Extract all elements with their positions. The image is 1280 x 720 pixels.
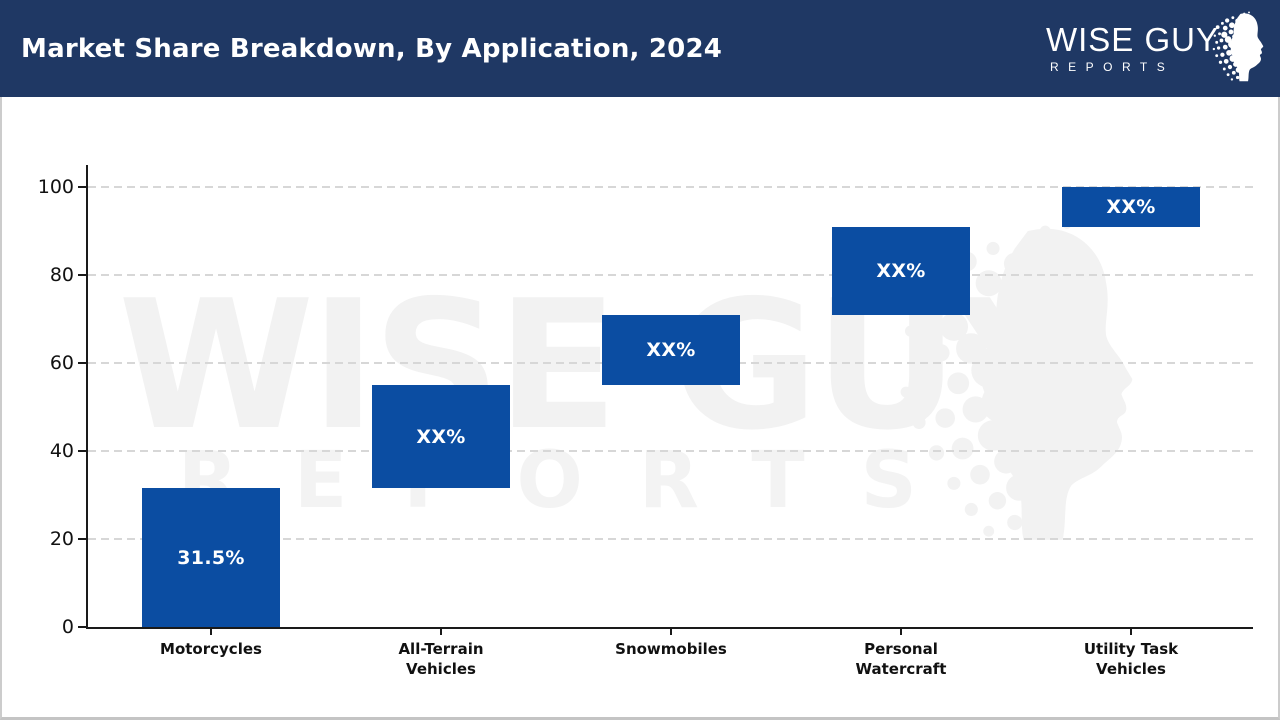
logo-text: WISE GUY REPORTS <box>1045 21 1219 75</box>
x-tick-mark <box>900 629 902 635</box>
x-tick-mark <box>440 629 442 635</box>
logo-subtitle: REPORTS <box>1049 60 1175 74</box>
gridline <box>88 538 1253 540</box>
chart-title: Market Share Breakdown, By Application, … <box>21 33 723 64</box>
y-tick-label: 0 <box>61 616 74 638</box>
y-tick-mark <box>78 450 86 452</box>
x-tick-mark <box>670 629 672 635</box>
x-tick-label: Snowmobiles <box>615 640 727 658</box>
bar-personal: XX% <box>832 226 970 315</box>
y-tick-mark <box>78 274 86 276</box>
y-tick-label: 20 <box>49 528 74 550</box>
y-tick-label: 60 <box>49 352 74 374</box>
bar-utility-task: XX% <box>1062 187 1200 227</box>
gridline <box>88 186 1253 188</box>
x-tick-mark <box>1130 629 1132 635</box>
y-tick-label: 80 <box>49 264 74 286</box>
x-tick-label: Motorcycles <box>160 640 262 658</box>
y-tick-mark <box>78 362 86 364</box>
x-axis-line <box>86 627 1253 629</box>
y-tick-label: 40 <box>49 440 74 462</box>
gridline <box>88 274 1253 276</box>
y-tick-mark <box>78 186 86 188</box>
bar-value-label: XX% <box>416 425 466 448</box>
chart-canvas: WISE GUY REPORTS 0 20 40 60 80 100 31.5% XX% XX%… <box>0 97 1280 720</box>
gridline <box>88 450 1253 452</box>
wiseguy-logo: WISE GUY REPORTS <box>1045 10 1268 87</box>
bar-value-label: 31.5% <box>177 546 245 569</box>
bar-value-label: XX% <box>646 338 696 361</box>
y-tick-label: 100 <box>37 176 74 198</box>
bar-snowmobiles: XX% <box>602 314 740 385</box>
bar-motorcycles: 31.5% <box>142 488 280 627</box>
y-tick-mark <box>78 538 86 540</box>
x-tick-label: Utility Task Vehicles <box>1083 640 1179 678</box>
report-header: Market Share Breakdown, By Application, … <box>0 0 1280 97</box>
bar-value-label: XX% <box>876 259 926 282</box>
y-axis-line <box>86 165 88 629</box>
bar-value-label: XX% <box>1106 195 1156 218</box>
bar-all-terrain: XX% <box>372 385 510 489</box>
y-tick-mark <box>78 626 86 628</box>
logo-wordmark: WISE GUY <box>1045 21 1219 58</box>
x-tick-label: All-Terrain Vehicles <box>398 640 484 678</box>
x-tick-label: Personal Watercraft <box>855 640 947 678</box>
x-tick-mark <box>210 629 212 635</box>
